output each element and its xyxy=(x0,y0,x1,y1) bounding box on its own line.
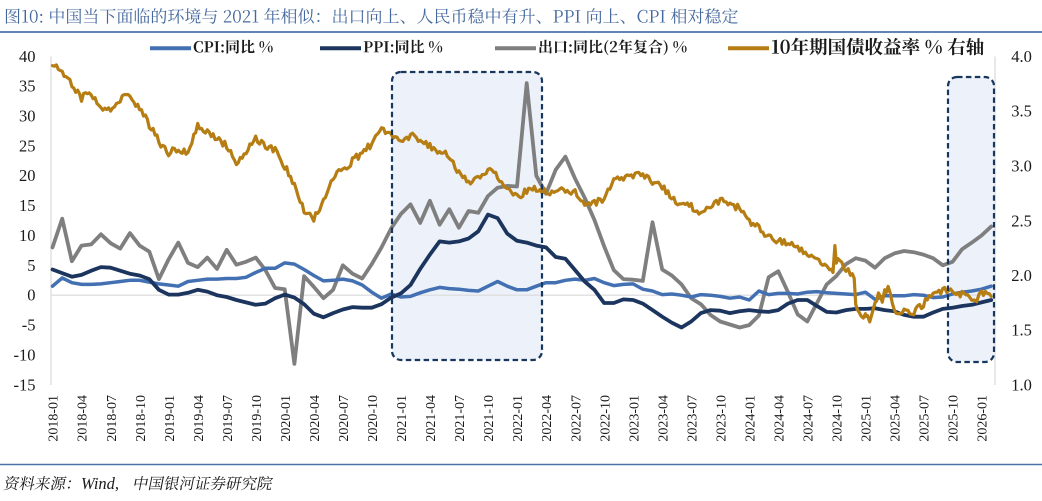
svg-text:2021-01: 2021-01 xyxy=(395,395,410,442)
svg-text:2.5: 2.5 xyxy=(1011,211,1032,230)
svg-text:2023-01: 2023-01 xyxy=(627,395,642,442)
svg-text:2018-04: 2018-04 xyxy=(76,395,91,442)
svg-text:-5: -5 xyxy=(22,316,36,335)
svg-text:1.0: 1.0 xyxy=(1011,376,1032,395)
svg-text:2024-01: 2024-01 xyxy=(743,395,758,442)
svg-text:2022-10: 2022-10 xyxy=(598,395,613,442)
svg-text:2024-07: 2024-07 xyxy=(802,395,817,442)
svg-text:2018-10: 2018-10 xyxy=(134,395,149,442)
svg-text:5: 5 xyxy=(27,256,35,275)
svg-text:Wind,: Wind, xyxy=(81,474,119,493)
svg-text:2018-07: 2018-07 xyxy=(105,395,120,442)
svg-text:2025-04: 2025-04 xyxy=(889,395,904,442)
svg-text:2025-01: 2025-01 xyxy=(860,395,875,442)
svg-text:2023-04: 2023-04 xyxy=(656,395,671,442)
svg-text:2022-04: 2022-04 xyxy=(540,395,555,442)
svg-text:2020-10: 2020-10 xyxy=(366,395,381,442)
svg-text:40: 40 xyxy=(19,47,36,66)
svg-text:2024-10: 2024-10 xyxy=(831,395,846,442)
svg-text:0: 0 xyxy=(27,286,35,305)
svg-text:2024-04: 2024-04 xyxy=(772,395,787,442)
svg-text:1.5: 1.5 xyxy=(1011,321,1032,340)
svg-text:2020-07: 2020-07 xyxy=(337,395,352,442)
svg-text:2025-07: 2025-07 xyxy=(918,395,933,442)
svg-text:4.0: 4.0 xyxy=(1011,47,1032,66)
svg-text:2023-10: 2023-10 xyxy=(714,395,729,442)
svg-text:3.0: 3.0 xyxy=(1011,157,1032,176)
svg-text:2021-07: 2021-07 xyxy=(453,395,468,442)
svg-text:2019-10: 2019-10 xyxy=(250,395,265,442)
svg-text:15: 15 xyxy=(19,196,36,215)
svg-text:25: 25 xyxy=(19,136,36,155)
svg-text:35: 35 xyxy=(19,77,36,96)
svg-text:2025-10: 2025-10 xyxy=(947,395,962,442)
svg-text:2021-04: 2021-04 xyxy=(424,395,439,442)
svg-text:10: 10 xyxy=(19,226,36,245)
svg-text:2.0: 2.0 xyxy=(1011,266,1032,285)
svg-text:2019-01: 2019-01 xyxy=(163,395,178,442)
svg-text:3.5: 3.5 xyxy=(1011,102,1032,121)
svg-text:2018-01: 2018-01 xyxy=(47,395,62,442)
svg-text:2019-07: 2019-07 xyxy=(221,395,236,442)
svg-text:-10: -10 xyxy=(14,345,36,364)
svg-text:2022-01: 2022-01 xyxy=(511,395,526,442)
svg-text:2023-07: 2023-07 xyxy=(685,395,700,442)
svg-text:2020-01: 2020-01 xyxy=(279,395,294,442)
svg-text:2022-07: 2022-07 xyxy=(569,395,584,442)
svg-text:2021-10: 2021-10 xyxy=(482,395,497,442)
svg-text:-15: -15 xyxy=(14,375,36,394)
svg-text:30: 30 xyxy=(19,107,36,126)
svg-text:2020-04: 2020-04 xyxy=(308,395,323,442)
svg-text:2019-04: 2019-04 xyxy=(192,395,207,442)
svg-text:20: 20 xyxy=(19,166,36,185)
svg-text:2026-01: 2026-01 xyxy=(976,395,991,442)
